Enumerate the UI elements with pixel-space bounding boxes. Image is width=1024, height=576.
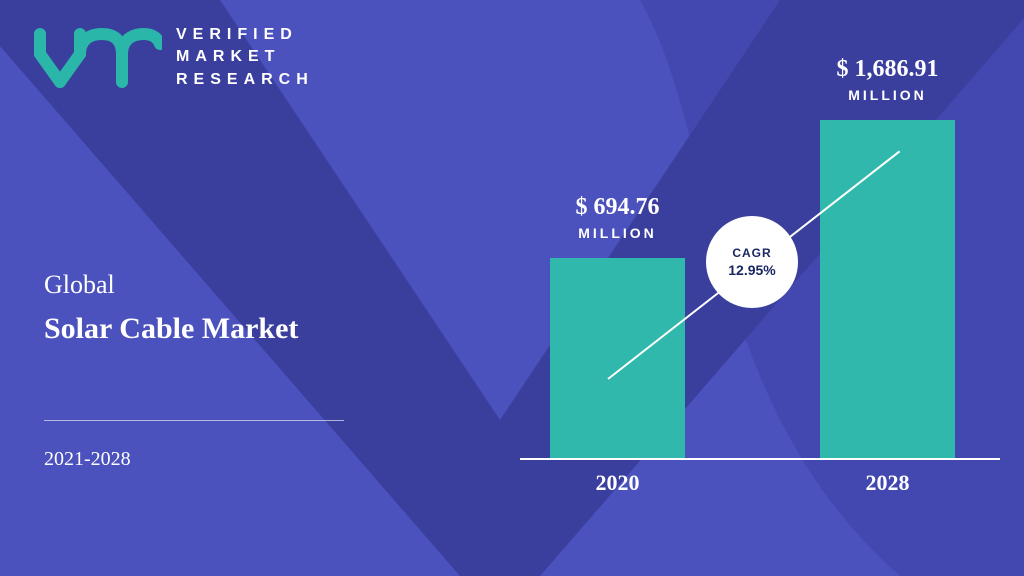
title-main: Solar Cable Market: [44, 312, 298, 346]
chart-axis: [520, 458, 1000, 460]
logo: VERIFIED MARKET RESEARCH: [32, 24, 314, 91]
content-layer: VERIFIED MARKET RESEARCH Global Solar Ca…: [0, 0, 1024, 576]
bar-2020: $ 694.76MILLION: [550, 258, 685, 458]
logo-text-line1: VERIFIED: [176, 24, 314, 46]
title-block: Global Solar Cable Market: [44, 270, 298, 346]
bar-2028: $ 1,686.91MILLION: [820, 120, 955, 458]
cagr-label: CAGR: [732, 246, 771, 260]
cagr-value: 12.95%: [728, 262, 775, 278]
logo-mark-icon: [32, 26, 162, 90]
bar-chart: $ 694.76 MILLION 2020 $ 1,686.91 MILLION 2028…: [520, 30, 1000, 500]
bar-year-label: 2028: [820, 470, 955, 496]
bar-year-label: 2020: [550, 470, 685, 496]
bar-value-label: $ 1,686.91 MILLION: [837, 56, 939, 103]
period-range: 2021-2028: [44, 448, 131, 471]
bar-value-label: $ 694.76 MILLION: [576, 194, 660, 241]
bar-unit: MILLION: [837, 87, 939, 103]
logo-text-line3: RESEARCH: [176, 69, 314, 91]
bar-value: $ 694.76: [576, 194, 660, 221]
bar-value: $ 1,686.91: [837, 56, 939, 83]
divider-line: [44, 420, 344, 421]
cagr-badge: CAGR 12.95%: [706, 216, 798, 308]
logo-text-line2: MARKET: [176, 46, 314, 68]
logo-text: VERIFIED MARKET RESEARCH: [176, 24, 314, 91]
title-upper: Global: [44, 270, 298, 300]
bar-unit: MILLION: [576, 225, 660, 241]
